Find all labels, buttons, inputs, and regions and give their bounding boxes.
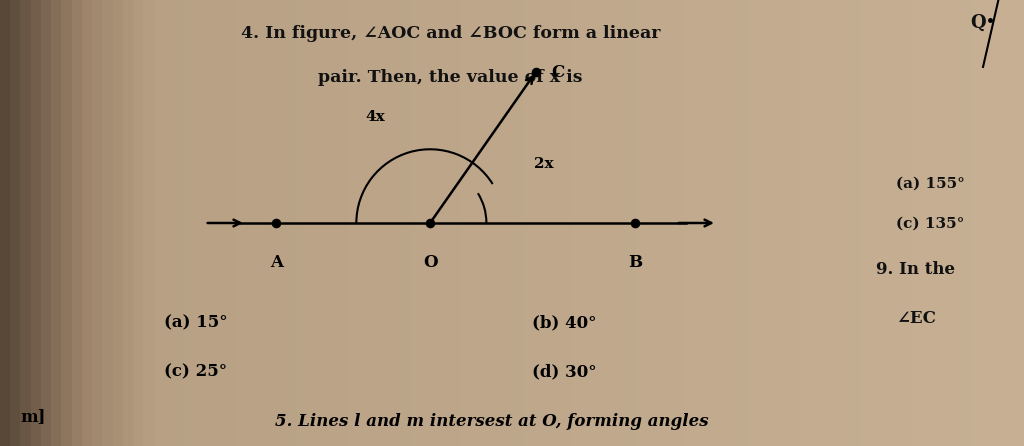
Text: ∠EC: ∠EC [896,310,936,327]
Point [268,219,285,227]
Text: (a) 15°: (a) 15° [164,314,227,331]
Text: pair. Then, the value of x is: pair. Then, the value of x is [318,69,583,86]
Point [422,219,438,227]
Text: O: O [423,254,437,271]
Text: 4x: 4x [365,110,385,124]
Point [527,68,544,75]
Text: m]: m] [20,408,46,425]
Point [627,219,643,227]
Text: (b) 40°: (b) 40° [532,314,597,331]
Text: C: C [551,64,564,81]
Text: 4. In figure, ∠AOC and ∠BOC form a linear: 4. In figure, ∠AOC and ∠BOC form a linea… [241,25,660,41]
Text: (d) 30°: (d) 30° [532,363,597,380]
Text: B: B [628,254,642,271]
Text: 2x: 2x [534,157,553,171]
Text: (c) 25°: (c) 25° [164,363,227,380]
Text: A: A [270,254,283,271]
Text: (c) 135°: (c) 135° [896,216,965,230]
Text: 5. Lines l and m intersest at O, forming angles: 5. Lines l and m intersest at O, forming… [274,413,709,429]
Text: 9. In the: 9. In the [876,261,954,278]
Text: Q: Q [970,13,986,31]
Text: (a) 155°: (a) 155° [896,176,965,190]
